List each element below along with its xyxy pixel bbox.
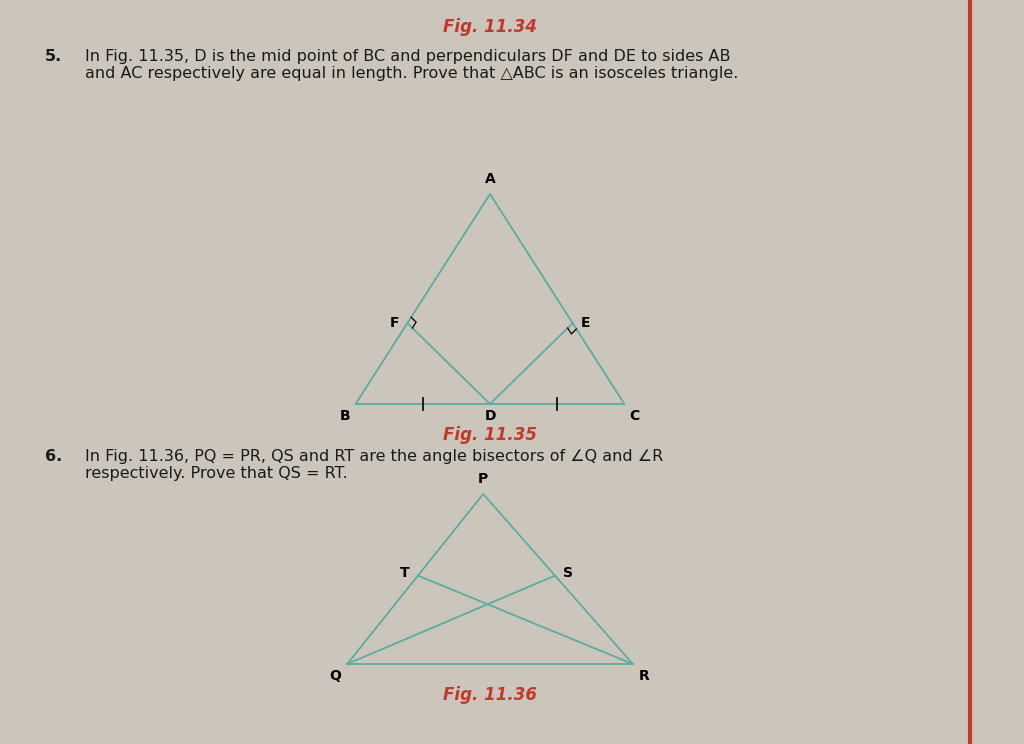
Text: R: R — [639, 669, 649, 683]
Text: C: C — [630, 409, 640, 423]
Text: 6.: 6. — [45, 449, 62, 464]
Text: E: E — [581, 316, 590, 330]
Text: Fig. 11.35: Fig. 11.35 — [443, 426, 537, 444]
Text: Fig. 11.34: Fig. 11.34 — [443, 18, 537, 36]
Text: D: D — [484, 409, 496, 423]
Text: 5.: 5. — [45, 49, 62, 64]
Text: S: S — [563, 565, 573, 580]
Text: Fig. 11.36: Fig. 11.36 — [443, 686, 537, 704]
Text: A: A — [484, 172, 496, 186]
Text: P: P — [478, 472, 488, 486]
Text: B: B — [340, 409, 350, 423]
Text: In Fig. 11.36, PQ = PR, QS and RT are the angle bisectors of ∠Q and ∠R
respectiv: In Fig. 11.36, PQ = PR, QS and RT are th… — [85, 449, 664, 481]
Text: In Fig. 11.35, D is the mid point of BC and perpendiculars DF and DE to sides AB: In Fig. 11.35, D is the mid point of BC … — [85, 49, 738, 81]
Text: F: F — [390, 316, 399, 330]
Text: Q: Q — [330, 669, 341, 683]
Text: T: T — [400, 565, 410, 580]
